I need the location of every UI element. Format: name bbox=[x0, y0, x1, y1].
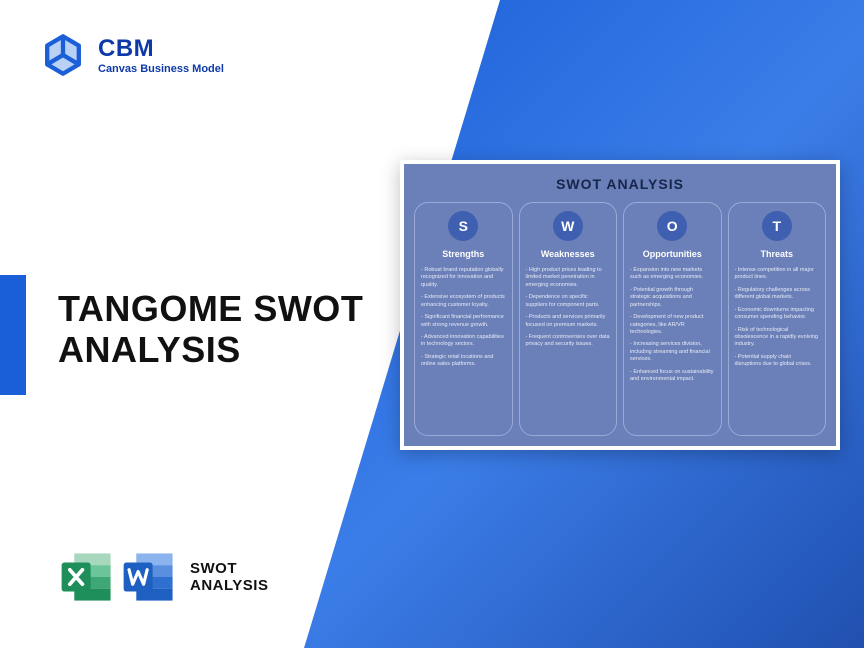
swot-item: - Expansion into new markets such as eme… bbox=[630, 267, 715, 282]
swot-card-title: SWOT ANALYSIS bbox=[414, 176, 826, 192]
swot-column-title: Threats bbox=[760, 249, 793, 259]
swot-item: - High product prices leading to limited… bbox=[526, 267, 611, 289]
swot-item: - Significant financial performance with… bbox=[421, 314, 506, 329]
logo-text: CBM Canvas Business Model bbox=[98, 35, 224, 75]
swot-column: S Strengths - Robust brand reputation glob… bbox=[414, 202, 513, 436]
swot-item: - Regulatory challenges across different… bbox=[735, 287, 820, 302]
swot-items: - Intense competition in all major produ… bbox=[735, 267, 820, 374]
swot-items: - High product prices leading to limited… bbox=[526, 267, 611, 354]
swot-letter-circle: S bbox=[448, 211, 478, 241]
cbm-logo-icon bbox=[40, 32, 86, 78]
page-title: TANGOME SWOT ANALYSIS bbox=[58, 288, 363, 371]
swot-item: - Increasing services division, includin… bbox=[630, 341, 715, 363]
swot-column-title: Weaknesses bbox=[541, 249, 595, 259]
swot-item: - Economic downturns impacting consumer … bbox=[735, 307, 820, 322]
swot-item: - Intense competition in all major produ… bbox=[735, 267, 820, 282]
logo-brand: CBM bbox=[98, 35, 224, 63]
swot-item: - Robust brand reputation globally recog… bbox=[421, 267, 506, 289]
swot-column-title: Opportunities bbox=[643, 249, 702, 259]
footer-text: SWOT ANALYSIS bbox=[190, 560, 268, 595]
footer-line-2: ANALYSIS bbox=[190, 577, 268, 594]
swot-analysis-card: SWOT ANALYSIS S Strengths - Robust brand r… bbox=[400, 160, 840, 450]
swot-item: - Enhanced focus on sustainability and e… bbox=[630, 369, 715, 384]
swot-item: - Risk of technological obsolescence in … bbox=[735, 327, 820, 349]
swot-letter-circle: O bbox=[657, 211, 687, 241]
swot-item: - Potential growth through strategic acq… bbox=[630, 287, 715, 309]
swot-column: W Weaknesses - High product prices leading… bbox=[519, 202, 618, 436]
footer-block: SWOT ANALYSIS bbox=[58, 548, 268, 606]
title-line-2: ANALYSIS bbox=[58, 329, 363, 370]
swot-item: - Strategic retail locations and online … bbox=[421, 354, 506, 369]
swot-item: - Frequent controversies over data priva… bbox=[526, 334, 611, 349]
swot-column: T Threats - Intense competition in all maj… bbox=[728, 202, 827, 436]
swot-items: - Robust brand reputation globally recog… bbox=[421, 267, 506, 374]
excel-icon bbox=[58, 548, 116, 606]
swot-item: - Extensive ecosystem of products enhanc… bbox=[421, 294, 506, 309]
footer-line-1: SWOT bbox=[190, 560, 268, 577]
swot-item: - Development of new product categories,… bbox=[630, 314, 715, 336]
swot-items: - Expansion into new markets such as eme… bbox=[630, 267, 715, 388]
swot-column: O Opportunities - Expansion into new marke… bbox=[623, 202, 722, 436]
swot-columns: S Strengths - Robust brand reputation glob… bbox=[414, 202, 826, 436]
logo-subtitle: Canvas Business Model bbox=[98, 63, 224, 75]
title-line-1: TANGOME SWOT bbox=[58, 288, 363, 329]
word-icon bbox=[120, 548, 178, 606]
swot-item: - Potential supply chain disruptions due… bbox=[735, 354, 820, 369]
swot-column-title: Strengths bbox=[442, 249, 484, 259]
swot-item: - Dependence on specific suppliers for c… bbox=[526, 294, 611, 309]
logo-block: CBM Canvas Business Model bbox=[40, 32, 224, 78]
swot-item: - Advanced innovation capabilities in te… bbox=[421, 334, 506, 349]
accent-bar bbox=[0, 275, 26, 395]
swot-letter-circle: T bbox=[762, 211, 792, 241]
swot-letter-circle: W bbox=[553, 211, 583, 241]
swot-item: - Products and services primarily focuse… bbox=[526, 314, 611, 329]
